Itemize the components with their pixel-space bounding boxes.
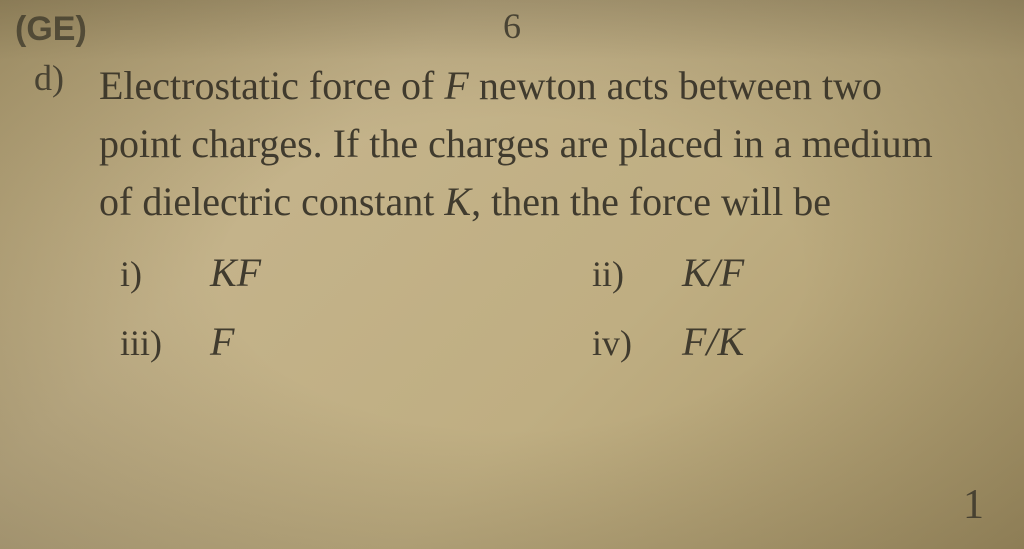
option-ii: ii) K/F xyxy=(592,249,984,296)
question-var-K: K xyxy=(444,179,471,224)
option-iv: iv) F/K xyxy=(592,318,984,365)
question-text: Electrostatic force of F newton acts bet… xyxy=(99,57,984,231)
question-row: d) Electrostatic force of F newton acts … xyxy=(20,57,984,231)
option-i-value: KF xyxy=(210,249,261,296)
option-i: i) KF xyxy=(120,249,512,296)
option-iii-label: iii) xyxy=(120,322,210,364)
option-ii-value: K/F xyxy=(682,249,744,296)
header-row: (GE) 6 xyxy=(20,10,984,49)
option-iv-value: F/K xyxy=(682,318,744,365)
option-iii-value: F xyxy=(210,318,234,365)
option-iii: iii) F xyxy=(120,318,512,365)
page-container: (GE) 6 d) Electrostatic force of F newto… xyxy=(0,0,1024,549)
page-number: 6 xyxy=(503,5,521,47)
option-i-label: i) xyxy=(120,253,210,295)
ge-label: (GE) xyxy=(15,10,87,49)
option-iv-label: iv) xyxy=(592,322,682,364)
corner-number: 1 xyxy=(963,481,984,529)
option-ii-label: ii) xyxy=(592,253,682,295)
question-part3: , then the force will be xyxy=(471,179,831,224)
question-part1: Electrostatic force of xyxy=(99,63,444,108)
question-label: d) xyxy=(34,57,64,100)
options-grid: i) KF ii) K/F iii) F iv) F/K xyxy=(120,249,984,365)
question-var-F: F xyxy=(444,63,468,108)
